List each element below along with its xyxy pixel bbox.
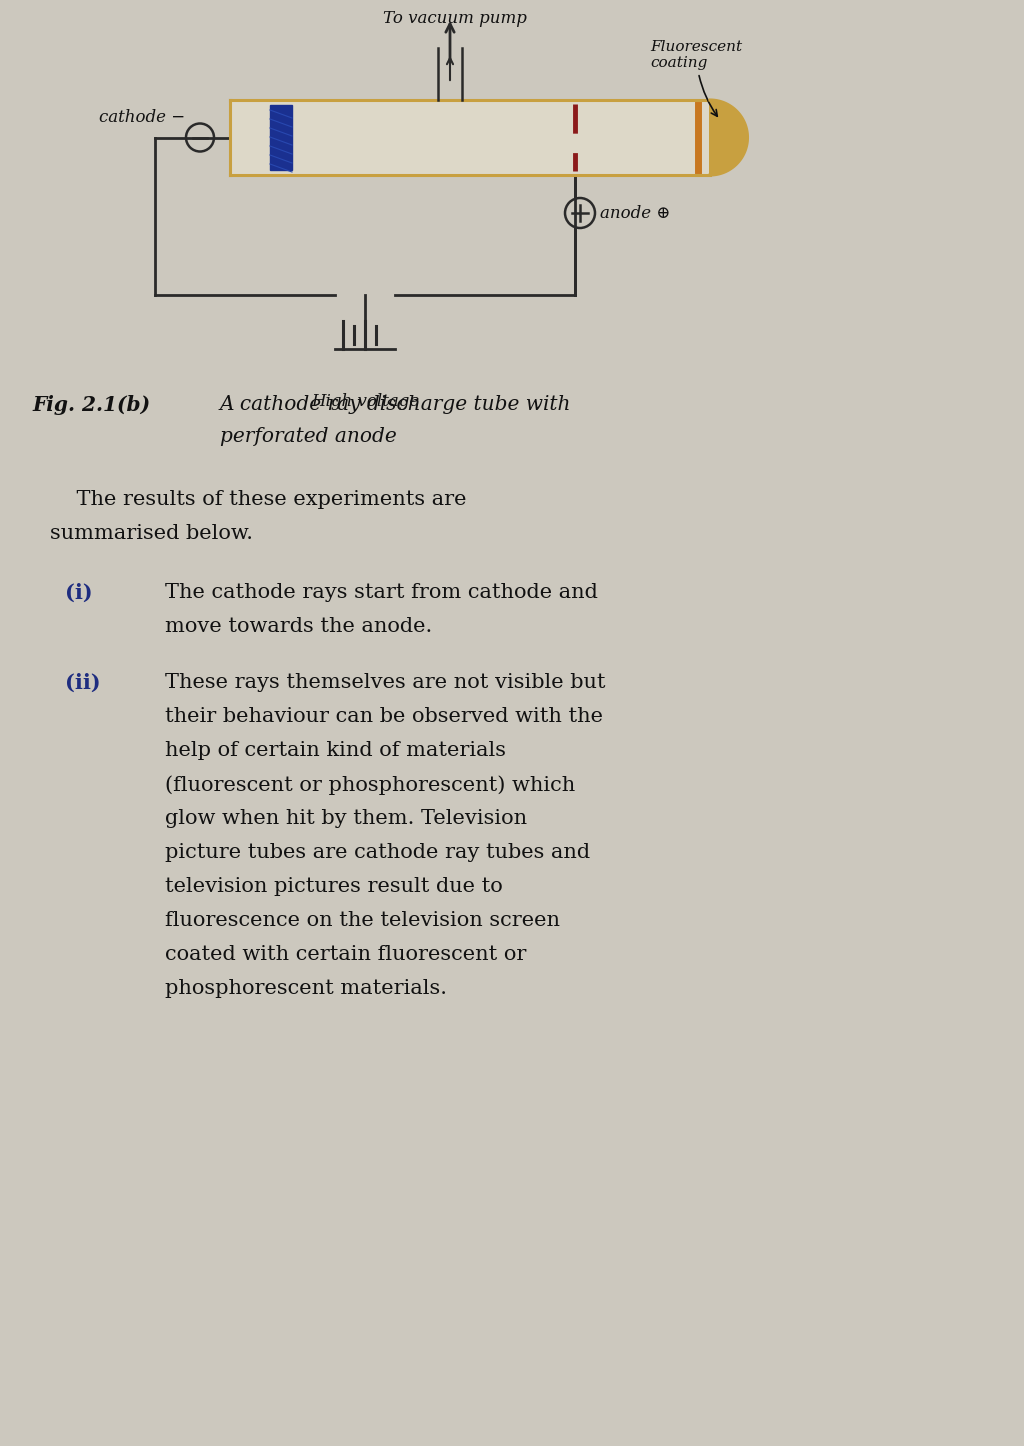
Text: phosphorescent materials.: phosphorescent materials. [165,979,447,998]
Text: (i): (i) [65,583,92,603]
Text: anode ⊕: anode ⊕ [600,204,671,221]
Text: A cathode ray discharge tube with: A cathode ray discharge tube with [220,395,571,414]
Text: coated with certain fluorescent or: coated with certain fluorescent or [165,946,526,964]
Text: fluorescence on the television screen: fluorescence on the television screen [165,911,560,930]
Polygon shape [710,100,748,175]
Bar [270,106,292,171]
Text: move towards the anode.: move towards the anode. [165,617,432,636]
Text: glow when hit by them. Television: glow when hit by them. Television [165,808,527,829]
Text: perforated anode: perforated anode [220,427,396,445]
Text: help of certain kind of materials: help of certain kind of materials [165,740,506,761]
Text: High voltage: High voltage [311,393,419,411]
Text: television pictures result due to: television pictures result due to [165,878,503,897]
Text: To vacuum pump: To vacuum pump [383,10,527,27]
Text: These rays themselves are not visible but: These rays themselves are not visible bu… [165,672,605,693]
Text: (fluorescent or phosphorescent) which: (fluorescent or phosphorescent) which [165,775,575,795]
Text: The cathode rays start from cathode and: The cathode rays start from cathode and [165,583,598,602]
Text: Fig. 2.1(b): Fig. 2.1(b) [32,395,151,415]
Text: The results of these experiments are: The results of these experiments are [50,490,467,509]
Text: cathode −: cathode − [99,108,185,126]
Text: (ii): (ii) [65,672,100,693]
Text: their behaviour can be observed with the: their behaviour can be observed with the [165,707,603,726]
Text: Fluorescent
coating: Fluorescent coating [650,40,742,116]
Text: summarised below.: summarised below. [50,523,253,544]
Text: picture tubes are cathode ray tubes and: picture tubes are cathode ray tubes and [165,843,590,862]
